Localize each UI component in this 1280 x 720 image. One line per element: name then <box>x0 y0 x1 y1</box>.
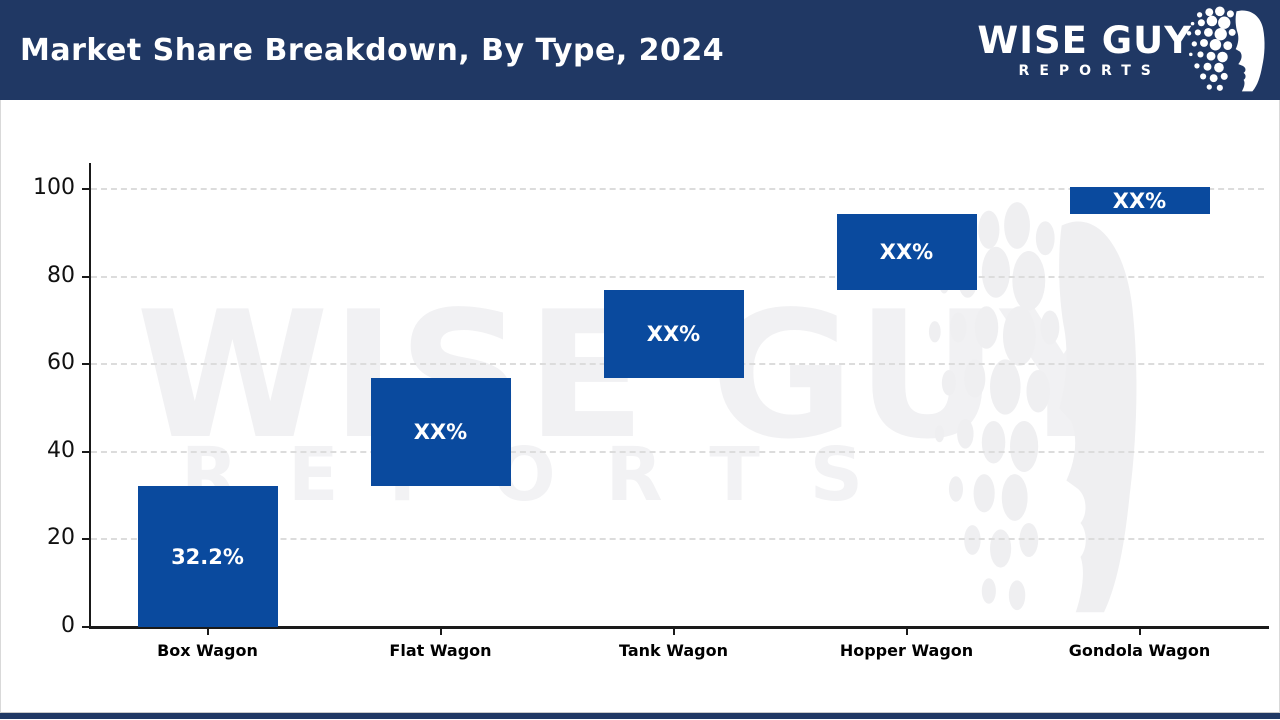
plot-area: 0 20 40 60 80 100 32.2% Box Wagon XX% Flat Wagon X… <box>33 163 1269 660</box>
y-tick-20 <box>82 538 89 541</box>
y-axis-spine <box>89 163 91 627</box>
y-tick-60 <box>82 363 89 366</box>
y-tick-label-40: 40 <box>47 437 75 463</box>
x-tick-2 <box>672 627 675 635</box>
bar-gondola-wagon: XX% <box>1069 187 1210 215</box>
y-tick-100 <box>82 188 89 191</box>
y-tick-label-80: 80 <box>47 262 75 288</box>
chart-canvas: WISE GUY REPORTS 0 20 40 60 80 100 32.2% Box Wa… <box>0 100 1280 713</box>
y-tick-label-60: 60 <box>47 350 75 376</box>
x-tick-0 <box>206 627 209 635</box>
x-tick-4 <box>1138 627 1141 635</box>
logo-subtitle: REPORTS <box>1018 62 1161 79</box>
bar-box-wagon: 32.2% <box>137 486 278 627</box>
bar-value-label: XX% <box>1112 188 1167 213</box>
gridline-100 <box>91 188 1264 191</box>
bar-value-label: XX% <box>413 420 468 445</box>
logo-text: WISE GUY REPORTS <box>977 22 1192 79</box>
y-tick-label-0: 0 <box>61 613 75 638</box>
y-tick-0 <box>82 626 89 628</box>
x-category-label: Hopper Wagon <box>839 641 974 660</box>
footer-bar <box>0 713 1280 719</box>
gridline-80 <box>91 275 1264 278</box>
watermark-subtitle: REPORTS <box>181 432 914 518</box>
bar-value-label: XX% <box>646 322 701 347</box>
x-tick-3 <box>905 627 908 635</box>
bar-flat-wagon: XX% <box>370 378 511 487</box>
y-tick-80 <box>82 275 89 278</box>
y-tick-40 <box>82 450 89 453</box>
bar-value-label: 32.2% <box>171 544 244 569</box>
header: Market Share Breakdown, By Type, 2024 WI… <box>0 0 1280 100</box>
x-category-label: Box Wagon <box>157 641 258 660</box>
x-axis-spine <box>89 626 1269 629</box>
x-category-label: Gondola Wagon <box>1068 641 1211 660</box>
y-tick-label-100: 100 <box>33 175 75 201</box>
x-category-label: Tank Wagon <box>619 641 728 660</box>
gridline-40 <box>91 450 1264 453</box>
logo-wordmark: WISE GUY <box>977 18 1192 62</box>
bar-value-label: XX% <box>879 240 934 265</box>
bar-tank-wagon: XX% <box>603 289 744 379</box>
wise-guy-logo: WISE GUY REPORTS <box>977 6 1280 94</box>
page-title: Market Share Breakdown, By Type, 2024 <box>20 32 725 68</box>
bar-hopper-wagon: XX% <box>836 214 977 290</box>
x-category-label: Flat Wagon <box>389 641 492 660</box>
logo-head-icon <box>1186 6 1265 92</box>
y-tick-label-20: 20 <box>47 525 75 551</box>
gridline-20 <box>91 538 1264 541</box>
x-tick-1 <box>439 627 442 635</box>
